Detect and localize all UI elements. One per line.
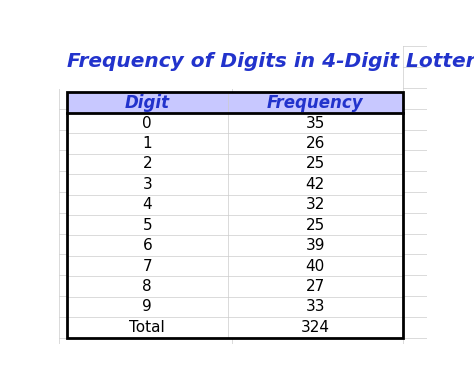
Text: 25: 25	[306, 218, 325, 233]
Text: Frequency: Frequency	[267, 94, 364, 112]
Text: 42: 42	[306, 177, 325, 192]
Text: 33: 33	[306, 300, 325, 315]
Text: Frequency of Digits in 4-Digit Lottery: Frequency of Digits in 4-Digit Lottery	[66, 52, 474, 71]
Text: 0: 0	[143, 115, 152, 130]
Bar	[59, 46, 403, 90]
Text: 27: 27	[306, 279, 325, 294]
Bar	[66, 92, 403, 113]
Text: 32: 32	[306, 197, 325, 212]
Text: 39: 39	[306, 238, 325, 253]
Text: 35: 35	[306, 115, 325, 130]
Text: 4: 4	[143, 197, 152, 212]
Text: 3: 3	[142, 177, 152, 192]
Bar	[66, 92, 403, 338]
Text: 1: 1	[143, 136, 152, 151]
Text: 25: 25	[306, 156, 325, 171]
Text: 2: 2	[143, 156, 152, 171]
Text: 8: 8	[143, 279, 152, 294]
Text: 324: 324	[301, 320, 330, 335]
Text: Digit: Digit	[125, 94, 170, 112]
Text: 6: 6	[142, 238, 152, 253]
Text: 7: 7	[143, 259, 152, 274]
Text: Total: Total	[129, 320, 165, 335]
Text: 5: 5	[143, 218, 152, 233]
Bar	[66, 92, 403, 338]
Text: 26: 26	[306, 136, 325, 151]
Text: 9: 9	[142, 300, 152, 315]
Text: 40: 40	[306, 259, 325, 274]
